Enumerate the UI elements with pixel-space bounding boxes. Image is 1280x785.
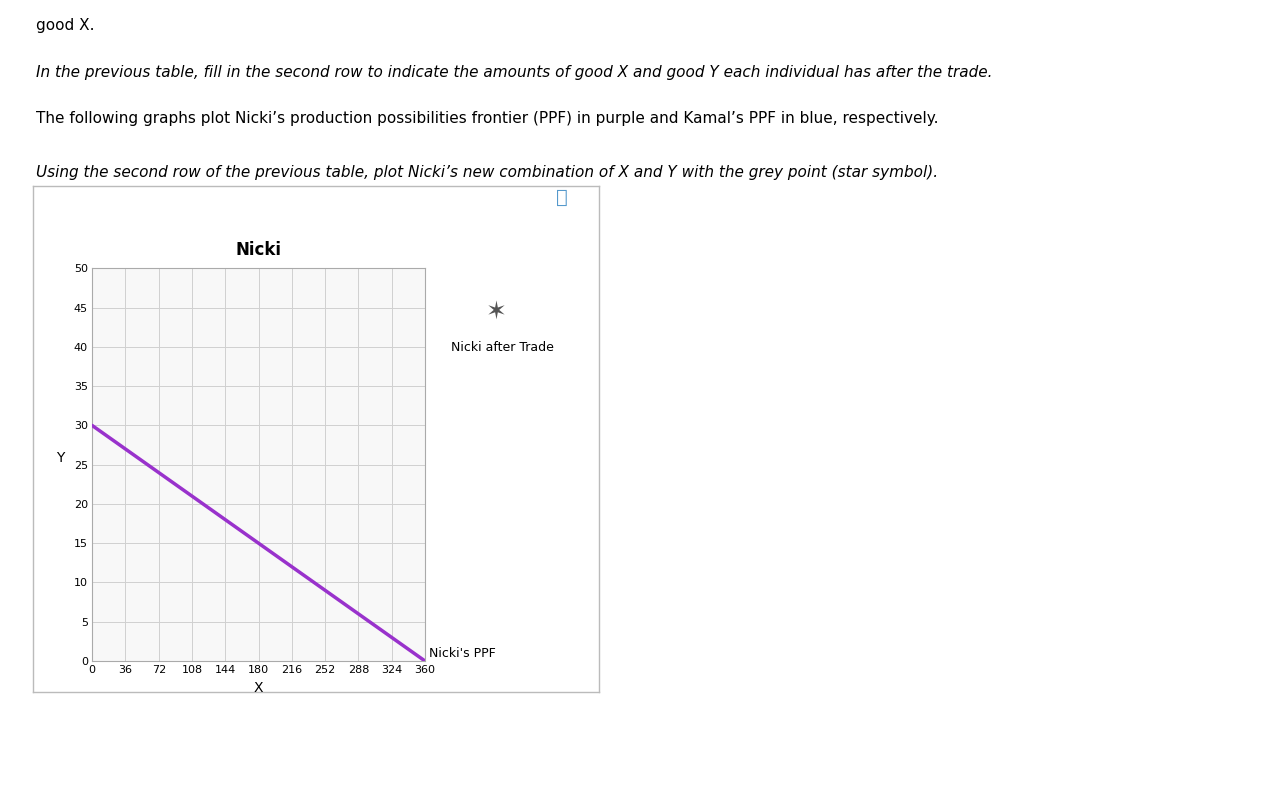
Text: good X.: good X. bbox=[36, 18, 95, 33]
Text: The following graphs plot Nicki’s production possibilities frontier (PPF) in pur: The following graphs plot Nicki’s produc… bbox=[36, 111, 938, 126]
X-axis label: X: X bbox=[253, 681, 264, 695]
Text: ✶: ✶ bbox=[486, 300, 507, 323]
Text: In the previous table, fill in the second row to indicate the amounts of good X : In the previous table, fill in the secon… bbox=[36, 65, 992, 80]
Y-axis label: Y: Y bbox=[56, 451, 64, 465]
Title: Nicki: Nicki bbox=[236, 240, 282, 258]
Text: Using the second row of the previous table, plot Nicki’s new combination of X an: Using the second row of the previous tab… bbox=[36, 165, 938, 180]
Text: Nicki's PPF: Nicki's PPF bbox=[429, 647, 495, 659]
Text: Nicki after Trade: Nicki after Trade bbox=[451, 341, 553, 354]
Text: Ⓘ: Ⓘ bbox=[556, 188, 568, 207]
